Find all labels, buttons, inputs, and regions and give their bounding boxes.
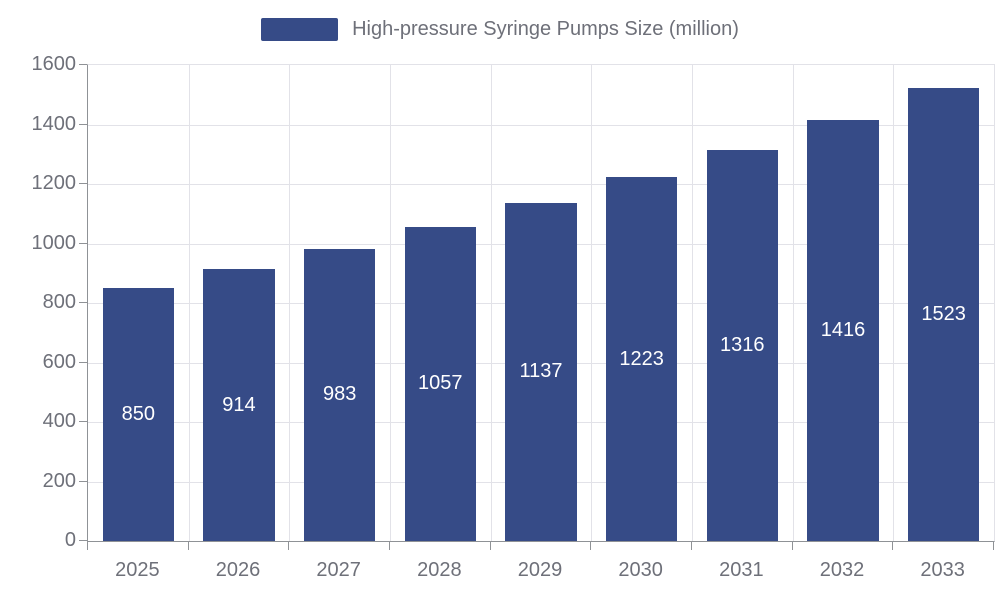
x-axis-tick-label: 2028 [417, 559, 462, 581]
gridline-vertical [289, 65, 291, 541]
gridline-vertical [691, 65, 693, 541]
legend-label: High-pressure Syringe Pumps Size (millio… [352, 18, 739, 40]
bar-slot: 1416 [793, 65, 894, 541]
y-axis-tick-label: 400 [42, 410, 76, 432]
bar-value-label: 1316 [720, 333, 765, 356]
plot-area: 850 914 983 1057 1137 1223 1316 1416 1523 [87, 64, 995, 542]
bar-value-label: 850 [121, 403, 155, 426]
y-axis-tick [79, 123, 87, 125]
y-axis-tick [79, 480, 87, 482]
x-axis-tick-label: 2025 [115, 559, 160, 581]
bar-2033[interactable]: 1523 [907, 87, 980, 541]
x-axis-tick-label: 2030 [618, 559, 663, 581]
bar-2027[interactable]: 983 [303, 248, 376, 541]
y-axis-tick-label: 1400 [31, 112, 77, 135]
x-axis-tick [691, 541, 692, 550]
y-axis-tick [79, 242, 87, 244]
gridline-vertical [188, 65, 190, 541]
y-axis-tick [79, 183, 87, 184]
y-axis-tick-label: 600 [42, 350, 76, 373]
x-axis-tick-label: 2026 [215, 559, 261, 581]
gridline-vertical [792, 65, 794, 541]
bar-value-label: 1223 [619, 347, 664, 370]
bar-value-label: 914 [222, 393, 256, 416]
x-axis-tick [389, 541, 390, 550]
x-axis-tick-label: 2029 [517, 559, 563, 581]
y-axis-tick-label: 1600 [31, 53, 77, 75]
x-axis-tick-label: 2027 [316, 559, 361, 581]
x-axis-tick-label: 2031 [719, 559, 764, 581]
gridline-vertical [893, 65, 895, 541]
bar-value-label: 1416 [820, 318, 866, 341]
bar-slot: 1523 [893, 65, 994, 541]
legend-swatch [261, 18, 339, 41]
x-axis-tick-label: 2033 [920, 559, 965, 581]
bar-slot: 850 [88, 65, 189, 541]
gridline-horizontal [88, 184, 994, 185]
bar-value-label: 1523 [921, 302, 966, 325]
x-axis-tick [87, 541, 88, 550]
bar-2025[interactable]: 850 [102, 288, 175, 541]
x-axis-tick-label: 2032 [819, 559, 865, 581]
x-axis-tick [590, 541, 592, 550]
x-axis-tick [187, 541, 189, 550]
x-axis-tick [892, 541, 894, 550]
x-axis-tick [489, 541, 491, 550]
bar-slot: 1316 [692, 65, 793, 541]
bar-2032[interactable]: 1416 [807, 119, 879, 541]
bar-2030[interactable]: 1223 [605, 177, 678, 541]
bar-2028[interactable]: 1057 [404, 226, 477, 541]
y-axis-tick-label: 200 [42, 469, 76, 492]
x-axis-tick [791, 541, 793, 550]
bar-slot: 914 [189, 65, 290, 541]
gridline-horizontal [88, 124, 994, 126]
bar-slot: 983 [289, 65, 390, 541]
bar-value-label: 983 [322, 383, 357, 406]
x-axis-tick [288, 541, 290, 550]
gridline-vertical [389, 65, 391, 541]
y-axis-tick [79, 421, 87, 422]
y-axis-tick [79, 302, 87, 303]
gridline-vertical [591, 65, 593, 541]
bar-slot: 1057 [390, 65, 491, 541]
bar-2029[interactable]: 1137 [505, 202, 577, 541]
y-axis-tick-label: 0 [64, 529, 76, 551]
legend-item[interactable]: High-pressure Syringe Pumps Size (millio… [0, 18, 1000, 41]
y-axis-tick [79, 64, 87, 65]
bar-slot: 1137 [491, 65, 592, 541]
bar-slot: 1223 [591, 65, 692, 541]
y-axis-tick [79, 540, 87, 541]
x-axis-tick [993, 541, 994, 550]
y-axis-tick-label: 1000 [31, 231, 77, 254]
y-axis-tick-label: 800 [42, 291, 76, 313]
bar-value-label: 1137 [519, 360, 563, 383]
bar-value-label: 1057 [418, 372, 463, 395]
y-axis-tick [79, 361, 87, 363]
bar-2031[interactable]: 1316 [706, 149, 779, 541]
bar-2026[interactable]: 914 [203, 269, 275, 541]
gridline-vertical [490, 65, 492, 541]
y-axis-tick-label: 1200 [31, 172, 77, 194]
